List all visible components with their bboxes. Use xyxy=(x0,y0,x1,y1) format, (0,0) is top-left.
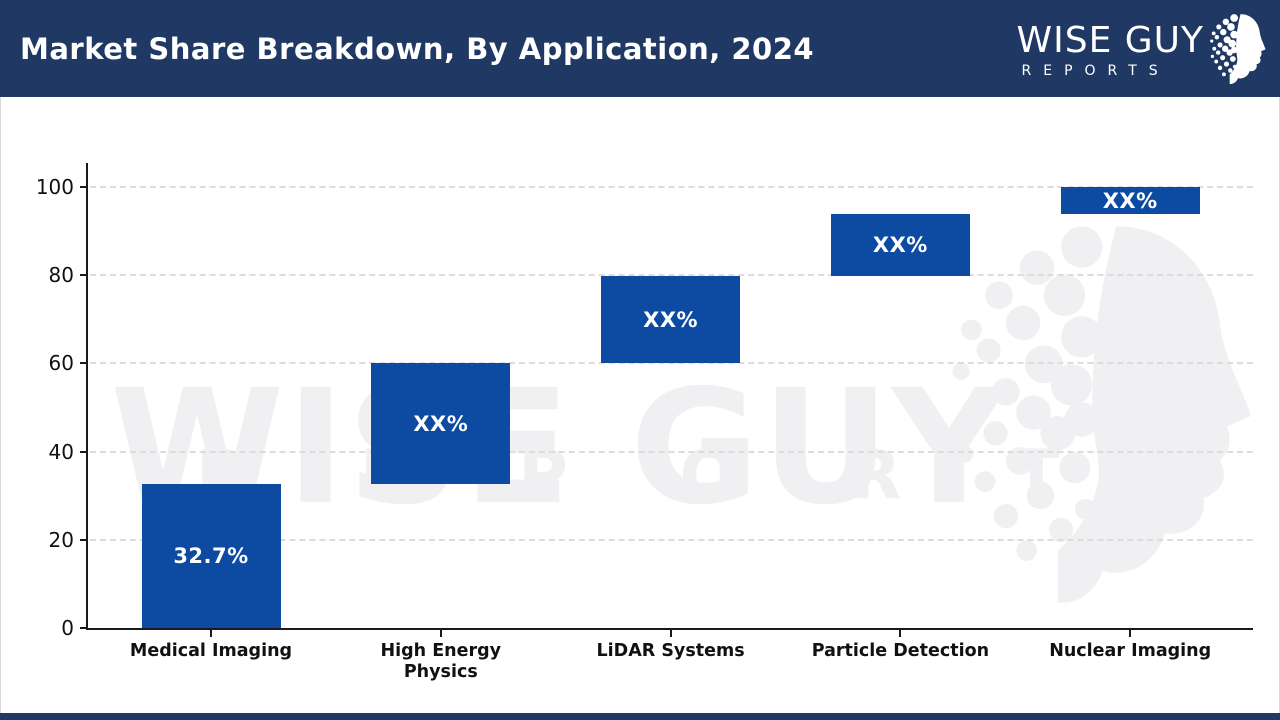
bar: XX% xyxy=(1060,187,1200,215)
bar: XX% xyxy=(371,363,511,484)
x-category-label: High Energy Physics xyxy=(380,641,502,682)
page-title: Market Share Breakdown, By Application, … xyxy=(20,31,815,66)
footer-bar xyxy=(0,713,1280,720)
y-tick-mark xyxy=(80,362,88,365)
wiseguy-logo: WISE GUY REPORTS xyxy=(1017,6,1271,94)
y-tick-mark xyxy=(80,274,88,277)
logo-wordmark: WISE GUY xyxy=(1016,20,1204,62)
y-tick-mark xyxy=(80,186,88,188)
y-tick-label: 80 xyxy=(48,263,74,288)
x-tick-mark xyxy=(439,630,442,637)
y-tick-mark xyxy=(80,627,88,629)
bar: 32.7% xyxy=(141,483,281,628)
x-category-label: LiDAR Systems xyxy=(596,641,745,661)
x-tick-mark xyxy=(899,630,902,637)
y-tick-mark xyxy=(80,450,88,453)
bar-value-label: XX% xyxy=(643,307,699,332)
y-tick-label: 20 xyxy=(48,527,74,552)
y-tick-mark xyxy=(80,538,88,541)
bar-value-label: XX% xyxy=(413,411,469,436)
bar-value-label: XX% xyxy=(1102,188,1158,213)
logo-subtitle: REPORTS xyxy=(1021,62,1170,79)
x-axis-line xyxy=(86,628,1253,630)
x-category-label: Nuclear Imaging xyxy=(1049,641,1212,661)
wiseguy-head-icon xyxy=(1210,14,1266,85)
x-tick-mark xyxy=(669,630,672,637)
gridline xyxy=(90,362,1253,365)
bar: XX% xyxy=(601,276,741,364)
y-tick-label: 40 xyxy=(48,439,74,464)
logo-text: WISE GUY REPORTS xyxy=(1017,21,1205,79)
y-axis-line xyxy=(86,163,88,630)
gridline xyxy=(90,186,1253,188)
chart-area: WISE GUY R E P O R T S 0 20 40 60 80 100 32.7%… xyxy=(0,97,1280,713)
gridline xyxy=(90,274,1253,277)
bar-value-label: XX% xyxy=(872,233,928,258)
gridline xyxy=(90,450,1253,453)
bar-value-label: 32.7% xyxy=(173,543,249,568)
bar: XX% xyxy=(830,214,970,277)
x-tick-mark xyxy=(1129,630,1132,637)
x-category-label: Particle Detection xyxy=(811,641,990,661)
y-tick-label: 60 xyxy=(48,351,74,376)
x-tick-mark xyxy=(210,630,212,637)
header-bar: Market Share Breakdown, By Application, … xyxy=(0,0,1280,97)
x-category-label: Medical Imaging xyxy=(129,641,293,661)
y-tick-label: 100 xyxy=(35,175,74,199)
gridline xyxy=(90,538,1253,541)
y-tick-label: 0 xyxy=(61,616,74,640)
